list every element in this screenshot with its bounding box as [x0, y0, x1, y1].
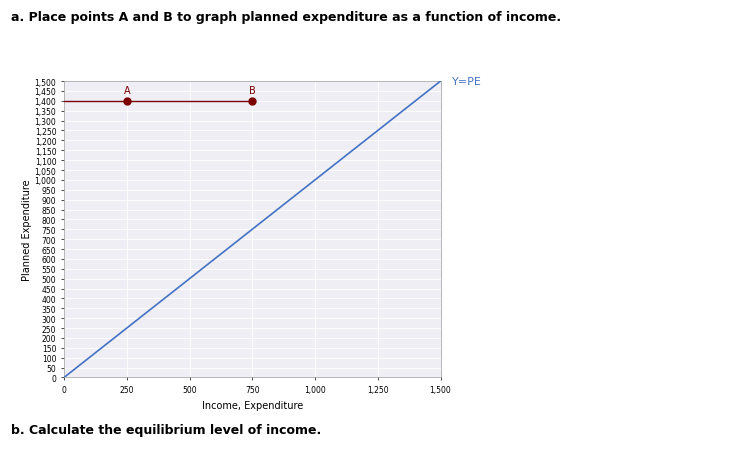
Text: a. Place points A and B to graph planned expenditure as a function of income.: a. Place points A and B to graph planned… — [11, 11, 562, 25]
Text: Y=PE: Y=PE — [452, 77, 481, 87]
X-axis label: Income, Expenditure: Income, Expenditure — [202, 400, 303, 410]
Y-axis label: Planned Expenditure: Planned Expenditure — [22, 179, 32, 280]
Text: B: B — [249, 86, 255, 96]
Point — [120, 98, 133, 105]
Text: A: A — [123, 86, 130, 96]
Point — [246, 98, 258, 105]
Text: b. Calculate the equilibrium level of income.: b. Calculate the equilibrium level of in… — [11, 423, 322, 436]
